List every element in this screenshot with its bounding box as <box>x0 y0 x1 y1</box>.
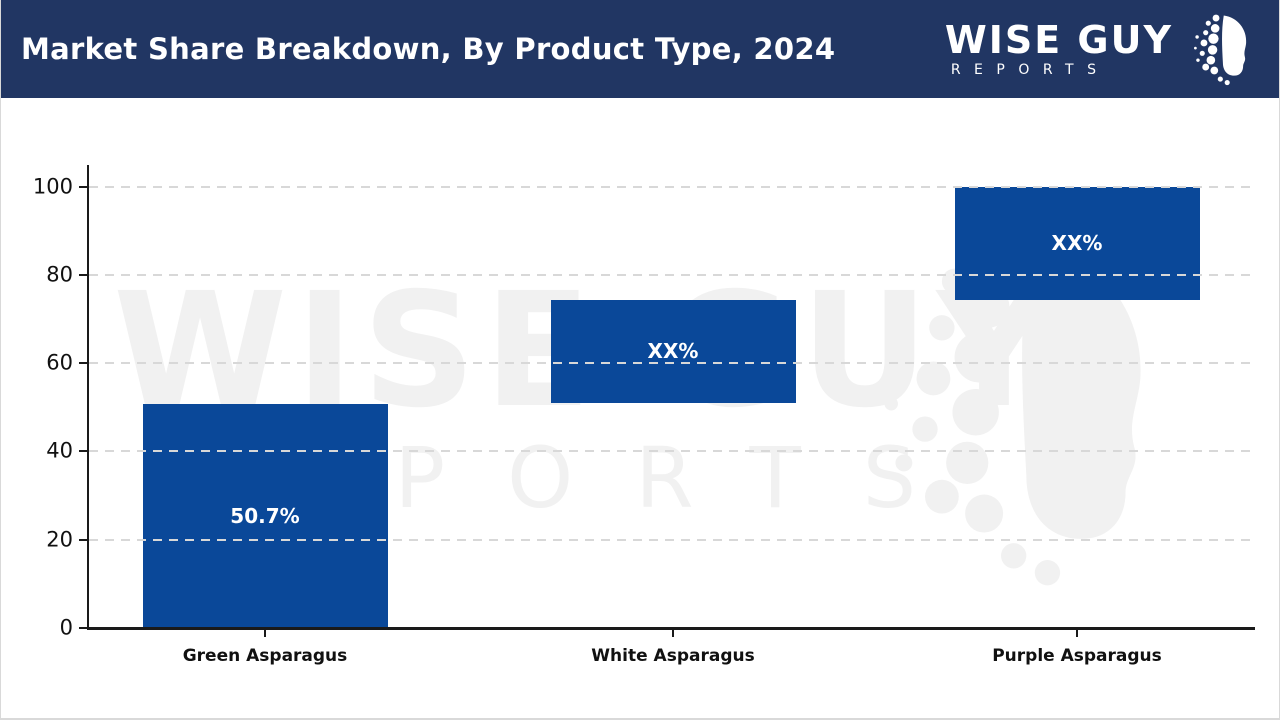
x-tick-label-2: Purple Asparagus <box>992 646 1162 666</box>
bar-white-asparagus <box>550 299 796 403</box>
page-title: Market Share Breakdown, By Product Type,… <box>21 32 836 66</box>
gridline-100 <box>89 185 1255 188</box>
x-tick-label-1: White Asparagus <box>591 646 755 666</box>
bar-value-label: 50.7% <box>230 504 300 529</box>
wiseguy-logo: WISE GUY REPORTS <box>945 6 1253 92</box>
gridline-60 <box>89 362 1255 365</box>
logo-wordmark: WISE GUY <box>944 18 1173 62</box>
plot-area: 0 20 40 60 80 100 50.7% Green Asparagus XX% White… <box>33 165 1255 666</box>
y-tick-mark-40 <box>79 450 87 453</box>
y-tick-mark-20 <box>79 538 87 541</box>
bar-purple-asparagus <box>954 186 1200 300</box>
dotted-face-icon <box>1194 14 1247 86</box>
y-tick-label-0: 0 <box>59 615 73 640</box>
y-tick-mark-60 <box>79 362 87 365</box>
bar-value-label: XX% <box>647 339 699 364</box>
wiseguy-logo-text: WISE GUY REPORTS <box>945 21 1173 77</box>
x-tick-mark-2 <box>1076 629 1078 637</box>
bar-green-asparagus <box>142 404 388 628</box>
y-tick-mark-0 <box>79 627 87 629</box>
y-tick-label-20: 20 <box>46 527 73 552</box>
gridline-20 <box>89 538 1255 541</box>
gridline-40 <box>89 450 1255 453</box>
gridline-80 <box>89 273 1255 276</box>
y-tick-mark-80 <box>79 273 87 276</box>
x-tick-mark-1 <box>672 629 674 637</box>
header-bar: Market Share Breakdown, By Product Type,… <box>1 0 1279 98</box>
y-axis-spine <box>87 165 89 630</box>
y-tick-label-60: 60 <box>46 350 73 375</box>
logo-subtitle: REPORTS <box>950 62 1110 78</box>
x-tick-mark-0 <box>264 629 266 637</box>
x-tick-label-0: Green Asparagus <box>182 646 348 666</box>
bar-value-label: XX% <box>1051 231 1103 255</box>
x-axis-spine <box>87 627 1255 630</box>
y-tick-mark-100 <box>79 185 87 188</box>
y-tick-label-80: 80 <box>46 262 73 287</box>
y-tick-label-100: 100 <box>32 174 73 198</box>
y-tick-label-40: 40 <box>46 438 73 463</box>
